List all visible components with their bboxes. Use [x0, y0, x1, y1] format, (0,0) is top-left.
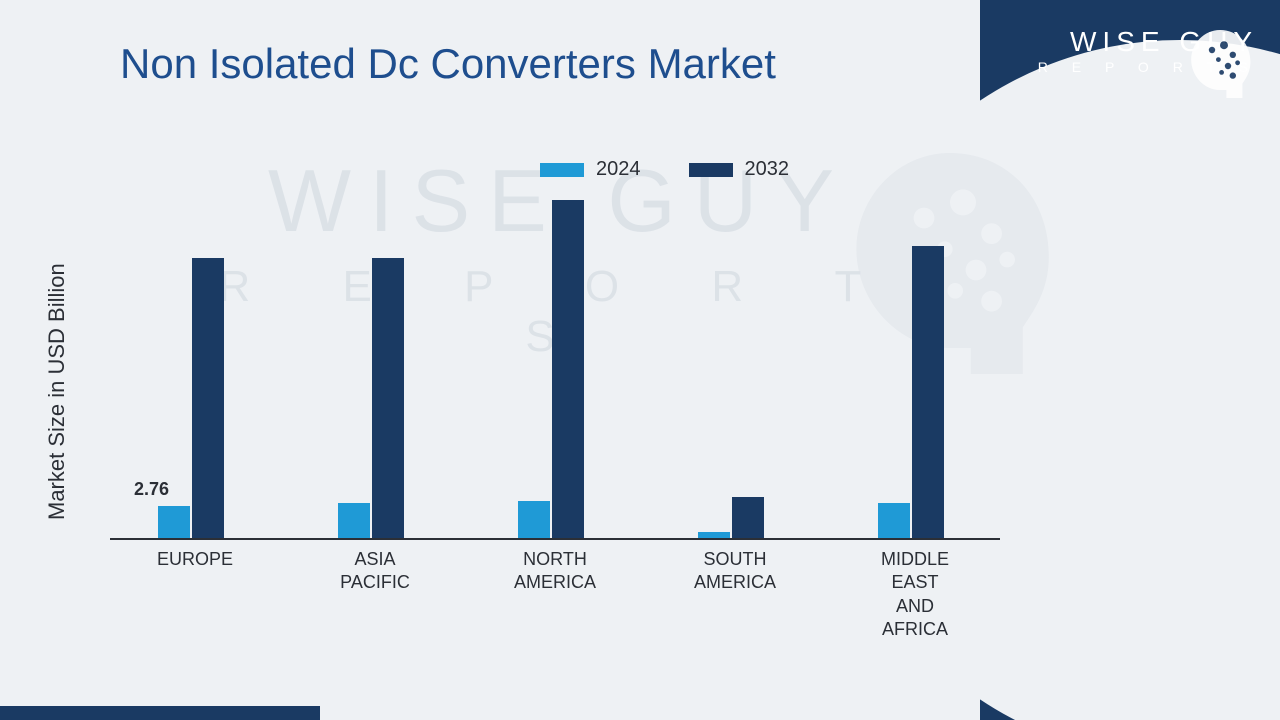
bar-2024-south_america — [698, 532, 730, 538]
legend-item-2032: 2032 — [689, 158, 790, 181]
bar-2032-asia_pacific — [372, 258, 404, 538]
legend-swatch-2024 — [540, 163, 584, 177]
bar-2032-meafrica — [912, 246, 944, 538]
canvas: WISE GUY R E P O R T S WISE GUY R E P O … — [0, 0, 1280, 720]
bottom-accent-bar — [0, 706, 320, 720]
category-labels: EUROPE ASIAPACIFICNORTHAMERICASOUTHAMERIC… — [110, 548, 1000, 688]
bar-2032-south_america — [732, 497, 764, 538]
bar-chart: 2.76 — [110, 190, 1000, 540]
legend-label-2032: 2032 — [745, 158, 790, 181]
brand-logo: WISE GUY R E P O R T S — [1038, 28, 1258, 74]
bar-2032-north_america — [552, 200, 584, 538]
bar-2024-north_america — [518, 501, 550, 538]
legend-swatch-2032 — [689, 163, 733, 177]
category-label-north_america: NORTHAMERICA — [470, 548, 640, 595]
legend-label-2024: 2024 — [596, 158, 641, 181]
chart-title: Non Isolated Dc Converters Market — [120, 40, 776, 88]
category-label-europe: EUROPE — [110, 548, 280, 571]
bar-2024-europe — [158, 506, 190, 538]
bar-2024-asia_pacific — [338, 503, 370, 538]
legend: 2024 2032 — [540, 158, 789, 181]
brand-head-icon — [1180, 26, 1260, 106]
category-label-meafrica: MIDDLEEASTANDAFRICA — [830, 548, 1000, 642]
category-label-asia_pacific: ASIAPACIFIC — [290, 548, 460, 595]
value-label-2024-europe: 2.76 — [134, 479, 169, 500]
y-axis-label: Market Size in USD Billion — [44, 263, 70, 520]
category-label-south_america: SOUTHAMERICA — [650, 548, 820, 595]
bar-2032-europe — [192, 258, 224, 538]
bar-2024-meafrica — [878, 503, 910, 538]
legend-item-2024: 2024 — [540, 158, 641, 181]
